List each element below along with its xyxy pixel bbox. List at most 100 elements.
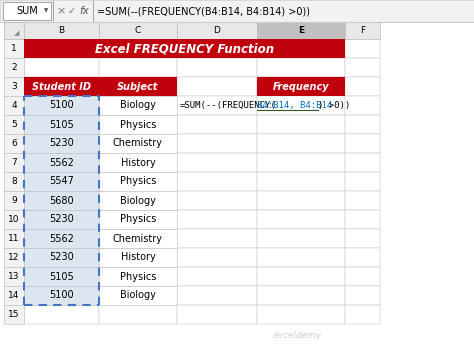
Bar [99,96,177,115]
Text: 5: 5 [11,120,17,129]
Bar [24,115,99,134]
Bar [257,77,345,96]
Bar [345,22,380,39]
Bar [177,229,257,248]
Text: Student ID: Student ID [32,82,91,91]
Bar [4,286,24,305]
Text: 14: 14 [9,291,20,300]
Bar [177,96,257,115]
Bar [257,22,345,39]
Bar [24,286,99,305]
Bar [177,248,257,267]
Bar [99,96,177,115]
Bar [177,191,257,210]
Bar [24,172,99,191]
Text: SUM: SUM [16,6,38,16]
Text: =SUM(--(FREQUENCY(B4:B14, B4:B14) >0)): =SUM(--(FREQUENCY(B4:B14, B4:B14) >0)) [97,6,310,16]
Bar [99,22,177,39]
Bar [257,248,345,267]
Bar [24,267,99,286]
Text: E: E [298,26,304,35]
Bar [4,58,24,77]
Text: 12: 12 [9,253,20,262]
Bar [4,22,24,39]
Bar [4,134,24,153]
Text: 9: 9 [11,196,17,205]
Bar [4,96,24,115]
Bar [24,134,99,153]
Bar [257,305,345,324]
Bar [257,134,345,153]
Text: Frequency: Frequency [273,82,329,91]
Bar [345,39,380,58]
Bar [3,2,51,20]
Bar [24,267,99,286]
Bar [99,267,177,286]
Text: B4:B14, B4:B14: B4:B14, B4:B14 [257,101,333,110]
Text: A: A [11,26,17,35]
Bar [257,286,345,305]
Text: 5105: 5105 [49,272,74,282]
Text: Subject: Subject [117,82,159,91]
Bar [345,77,380,96]
Bar [99,267,177,286]
Text: 5230: 5230 [49,252,74,262]
Bar [257,115,345,134]
Bar [257,210,345,229]
Text: 5562: 5562 [49,233,74,244]
Bar [99,115,177,134]
Text: 4: 4 [11,101,17,110]
Bar [4,115,24,134]
Text: Biology: Biology [120,101,156,111]
Bar [24,191,99,210]
Bar [4,39,24,58]
Bar [24,210,99,229]
Bar [99,286,177,305]
Bar [257,96,345,115]
Bar [4,248,24,267]
Bar [24,96,99,115]
Bar [4,210,24,229]
Bar [4,77,24,96]
Bar [99,39,177,58]
Bar [4,153,24,172]
Bar [0,0,474,22]
Bar [257,39,345,58]
Text: History: History [120,157,155,168]
Bar [345,134,380,153]
Text: ▼: ▼ [44,8,48,14]
Bar [99,77,177,96]
Text: 15: 15 [8,310,20,319]
Bar [345,115,380,134]
Text: Biology: Biology [120,290,156,300]
Text: 5230: 5230 [49,139,74,149]
Bar [24,153,99,172]
Bar [24,305,99,324]
Bar [257,77,345,96]
Text: 11: 11 [8,234,20,243]
Text: =SUM(--(FREQUENCY(: =SUM(--(FREQUENCY( [180,101,277,110]
Bar [345,58,380,77]
Bar [99,305,177,324]
Text: C: C [135,26,141,35]
Bar [257,153,345,172]
Text: 5105: 5105 [49,119,74,129]
Text: ◢: ◢ [14,30,20,36]
Bar [99,153,177,172]
Bar [345,210,380,229]
Text: History: History [120,252,155,262]
Text: ✓: ✓ [68,6,76,16]
Text: fx: fx [79,6,89,16]
Text: 5100: 5100 [49,290,74,300]
Bar [4,172,24,191]
Bar [345,248,380,267]
Text: ×: × [56,6,66,16]
Text: 13: 13 [8,272,20,281]
Text: 5562: 5562 [49,157,74,168]
Text: 6: 6 [11,139,17,148]
Bar [99,286,177,305]
Bar [99,58,177,77]
Bar [24,39,345,58]
Text: 5680: 5680 [49,195,74,206]
Bar [99,229,177,248]
